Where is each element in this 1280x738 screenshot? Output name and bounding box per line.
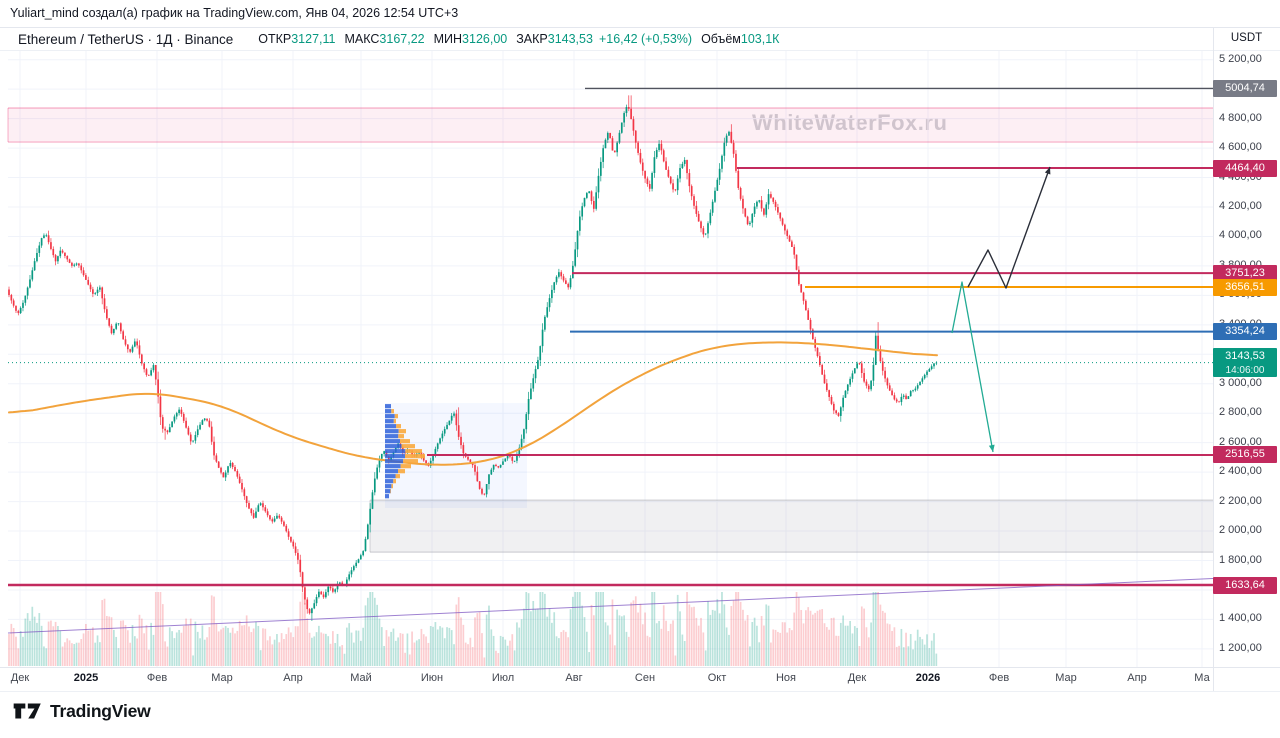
volume-label: Объём <box>701 32 741 46</box>
time-tick-Фев: Фев <box>146 672 168 684</box>
diagonal-trendline[interactable] <box>7 578 1214 634</box>
price-tick-4200: 4 200,00 <box>1219 199 1262 212</box>
currency-label[interactable]: USDT <box>1230 32 1263 44</box>
price-badge-5004,74: 5004,74 <box>1213 79 1277 97</box>
price-tick-2200: 2 200,00 <box>1219 494 1262 507</box>
demand-zone[interactable] <box>369 499 1213 553</box>
price-tick-4600: 4 600,00 <box>1219 141 1262 154</box>
price-tick-3000: 3 000,00 <box>1219 376 1262 389</box>
stat-value-1: 3167,22 <box>379 32 425 46</box>
stat-label-3: ЗАКР <box>516 32 548 46</box>
time-axis-divider <box>0 667 1280 668</box>
time-tick-Сен: Сен <box>634 672 656 684</box>
stat-label-2: МИН <box>433 32 463 46</box>
widget-bottom-border <box>0 691 1280 692</box>
price-tick-2600: 2 600,00 <box>1219 435 1262 448</box>
price-tick-1400: 1 400,00 <box>1219 612 1262 625</box>
price-tick-2800: 2 800,00 <box>1219 406 1262 419</box>
symbol-legend: Ethereum / TetherUS · 1Д · Binance ОТКР3… <box>18 28 779 50</box>
price-tick-1800: 1 800,00 <box>1219 553 1262 566</box>
time-tick-Окт: Окт <box>707 672 727 684</box>
tradingview-logo-icon <box>13 703 41 719</box>
change-value: +16,42 (+0,53%) <box>598 32 693 46</box>
grid <box>8 51 1213 667</box>
symbol-title[interactable]: Ethereum / TetherUS · 1Д · Binance <box>18 31 234 47</box>
time-tick-Июл: Июл <box>491 672 515 684</box>
time-tick-Май: Май <box>350 672 372 684</box>
time-tick-Авг: Авг <box>565 672 583 684</box>
price-badge-2516,55: 2516,55 <box>1213 446 1277 464</box>
time-tick-Июн: Июн <box>420 672 444 684</box>
attribution-text: Yuliart_mind создал(а) график на Trading… <box>10 6 459 20</box>
stat-value-0: 3127,11 <box>291 32 336 46</box>
volume-value: 103,1К <box>740 32 780 46</box>
stat-value-3: 3143,53 <box>547 32 593 46</box>
projection-arrow-up[interactable] <box>967 166 1051 289</box>
time-tick-Мар: Мар <box>211 672 233 684</box>
volume-profile[interactable] <box>385 404 425 499</box>
time-tick-Мар: Мар <box>1055 672 1077 684</box>
price-badge-1633,64: 1633,64 <box>1213 576 1277 594</box>
stat-value-2: 3126,00 <box>462 32 508 46</box>
time-tick-2026: 2026 <box>915 672 941 684</box>
time-tick-Ма: Ма <box>1194 672 1210 684</box>
ohlc-stats: ОТКР3127,11 МАКС3167,22 МИН3126,00 ЗАКР3143… <box>249 32 779 46</box>
price-badge-3751,23: 3751,23 <box>1213 264 1277 282</box>
current-price-badge: 3143,53 14:06:00 <box>1213 348 1277 378</box>
time-tick-Ноя: Ноя <box>775 672 797 684</box>
price-tick-2000: 2 000,00 <box>1219 524 1262 537</box>
tradingview-logo[interactable]: TradingView <box>12 699 151 723</box>
footer: TradingView <box>12 699 151 723</box>
price-badge-3656,51: 3656,51 <box>1213 278 1277 296</box>
time-tick-2025: 2025 <box>73 672 99 684</box>
stat-label-0: ОТКР <box>258 32 292 46</box>
time-tick-Апр: Апр <box>283 672 303 684</box>
price-tick-1200: 1 200,00 <box>1219 641 1262 654</box>
price-badge-3354,24: 3354,24 <box>1213 323 1277 341</box>
projection-arrow-down[interactable] <box>951 281 995 453</box>
watermark-text: WhiteWaterFox.ru <box>752 110 947 136</box>
moving-average-line[interactable] <box>8 341 938 466</box>
time-tick-Фев: Фев <box>988 672 1010 684</box>
stat-label-1: МАКС <box>344 32 380 46</box>
time-tick-Дек: Дек <box>847 672 867 684</box>
price-tick-2400: 2 400,00 <box>1219 465 1262 478</box>
widget-top-border <box>0 27 1280 28</box>
price-tick-4000: 4 000,00 <box>1219 229 1262 242</box>
price-badge-4464,40: 4464,40 <box>1213 159 1277 177</box>
time-tick-Апр: Апр <box>1127 672 1147 684</box>
time-tick-Дек: Дек <box>10 672 30 684</box>
header-divider <box>0 50 1280 51</box>
price-tick-4800: 4 800,00 <box>1219 111 1262 124</box>
tradingview-logo-text: TradingView <box>50 700 151 721</box>
volume-bars <box>8 592 938 666</box>
price-tick-5200: 5 200,00 <box>1219 52 1262 65</box>
